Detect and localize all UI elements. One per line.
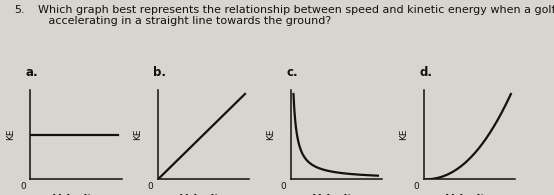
Text: 5.: 5. [14, 5, 24, 15]
Text: KE: KE [266, 129, 275, 140]
Text: 0: 0 [148, 182, 153, 191]
Text: d.: d. [419, 66, 432, 79]
Text: b.: b. [153, 66, 166, 79]
Text: KE: KE [134, 129, 142, 140]
Text: KE: KE [6, 129, 15, 140]
Text: Velocity: Velocity [446, 194, 493, 195]
Text: Velocity: Velocity [180, 194, 227, 195]
Text: Velocity: Velocity [313, 194, 360, 195]
Text: Which graph best represents the relationship between speed and kinetic energy wh: Which graph best represents the relation… [38, 5, 554, 27]
Text: 0: 0 [20, 182, 26, 191]
Text: 0: 0 [414, 182, 419, 191]
Text: c.: c. [286, 66, 298, 79]
Text: 0: 0 [281, 182, 286, 191]
Text: a.: a. [26, 66, 39, 79]
Text: Velocity: Velocity [53, 194, 100, 195]
Text: KE: KE [399, 129, 408, 140]
